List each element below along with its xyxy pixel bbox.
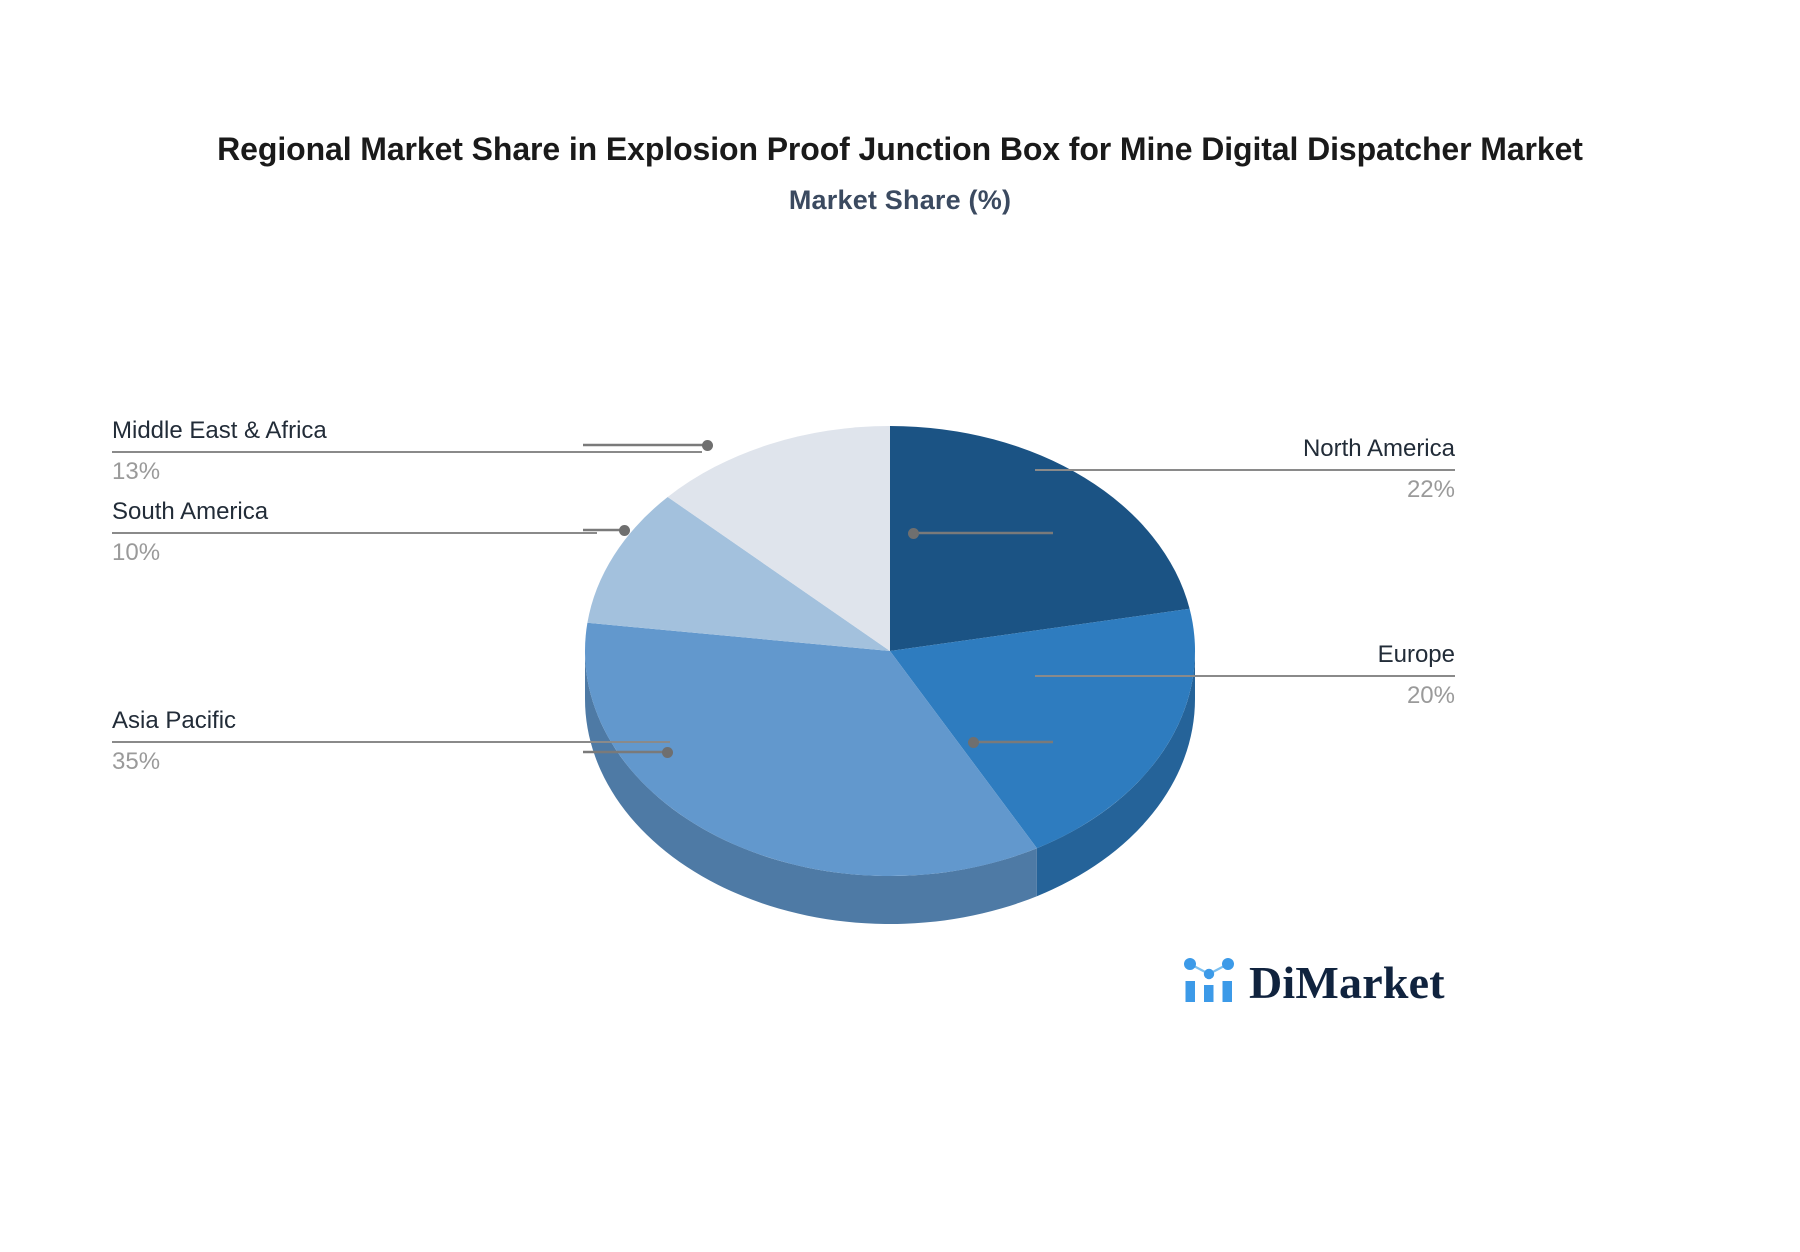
callout-rule-europe [1035, 675, 1455, 677]
callout-europe: Europe 20% [1035, 640, 1455, 711]
title-block: Regional Market Share in Explosion Proof… [170, 125, 1630, 216]
callout-value-north-america: 22% [1406, 476, 1455, 503]
pie-chart [583, 424, 1197, 964]
pie-depth-group [585, 651, 1195, 925]
callout-label-asia-pacific: Asia Pacific [112, 707, 237, 734]
callout-middle-east-africa: Middle East & Africa 13% [112, 416, 702, 487]
leader-dot-europe [968, 737, 979, 748]
pie-top-face [584, 426, 1196, 877]
logo-text: DiMarket [1249, 957, 1445, 1008]
leader-dot-north-america [908, 528, 919, 539]
callout-label-middle-east-africa: Middle East & Africa [112, 417, 327, 444]
callout-label-europe: Europe [1377, 641, 1455, 668]
callout-rule-north-america [1035, 469, 1455, 471]
pie-slice-south-america [587, 497, 890, 651]
callout-rule-asia-pacific [112, 741, 670, 743]
callout-value-asia-pacific: 35% [112, 748, 161, 775]
pie-slice-middle-east-africa [667, 426, 890, 651]
pie-slice-europe [890, 608, 1196, 849]
callout-label-north-america: North America [1302, 435, 1455, 462]
callout-value-south-america: 10% [112, 539, 161, 566]
dimarket-logo: DiMarket [1183, 955, 1445, 1010]
pie-slice-asia-pacific [584, 622, 1037, 877]
callout-rule-middle-east-africa [112, 451, 702, 453]
callout-south-america: South America 10% [112, 497, 597, 568]
callout-asia-pacific: Asia Pacific 35% [112, 706, 670, 777]
callout-rule-south-america [112, 532, 597, 534]
pie-side-asia-pacific [585, 651, 1037, 925]
leader-dot-south-america [619, 525, 630, 536]
callout-value-middle-east-africa: 13% [112, 458, 161, 485]
chart-title: Regional Market Share in Explosion Proof… [217, 131, 1583, 167]
callout-label-south-america: South America [112, 498, 269, 525]
pie-slice-north-america [890, 426, 1190, 651]
pie-leader-lines [583, 443, 1053, 754]
callout-value-europe: 20% [1406, 682, 1455, 709]
chart-subtitle: Market Share (%) [788, 185, 1012, 215]
leader-dot-mea [702, 440, 713, 451]
leader-dot-asia-pacific [662, 747, 673, 758]
bar-chart-dots-icon [1183, 955, 1237, 1010]
pie-side-europe [1036, 651, 1195, 897]
callout-north-america: North America 22% [1035, 434, 1455, 505]
